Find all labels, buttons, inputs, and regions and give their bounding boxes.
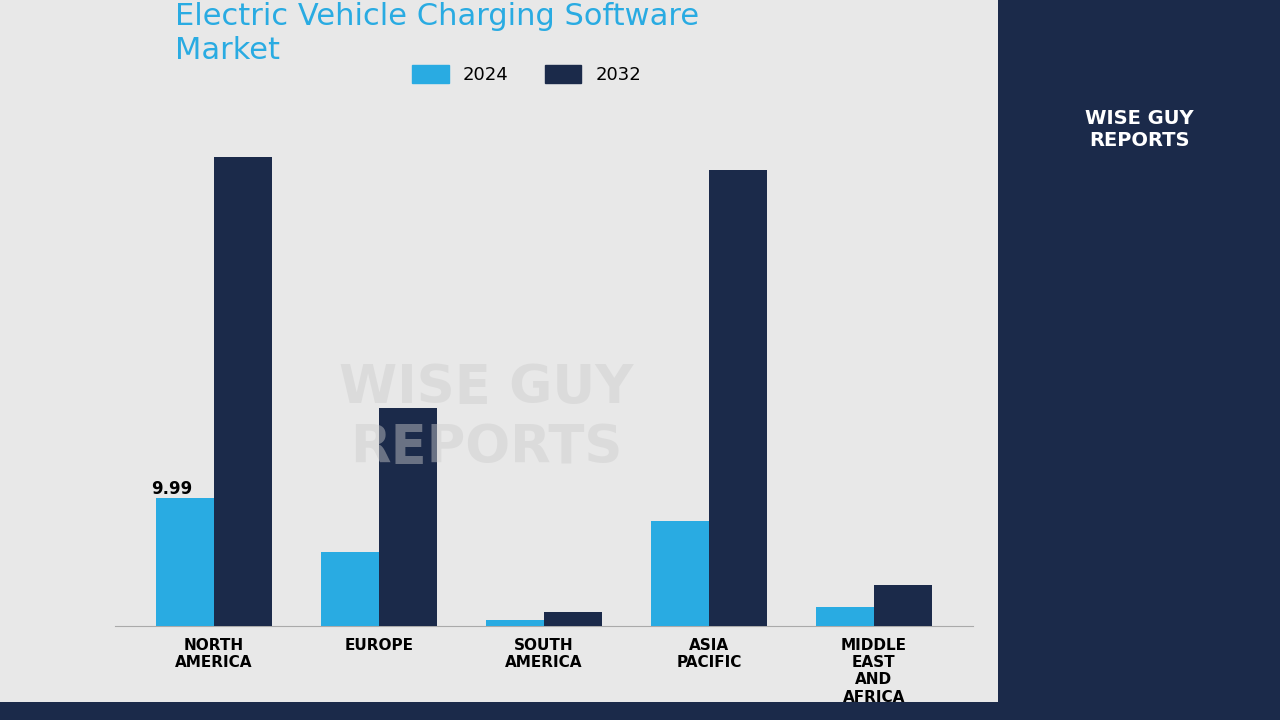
Bar — [321, 552, 379, 626]
Bar — [709, 170, 767, 626]
Bar — [214, 157, 271, 626]
Bar — [817, 607, 874, 626]
Bar — [156, 498, 214, 626]
Bar — [379, 408, 436, 626]
Text: WISE GUY
REPORTS: WISE GUY REPORTS — [339, 361, 634, 474]
Bar — [486, 620, 544, 626]
Text: Electric Vehicle Charging Software
Market: Electric Vehicle Charging Software Marke… — [175, 2, 699, 65]
Text: 9.99: 9.99 — [151, 480, 192, 498]
Bar — [652, 521, 709, 626]
Legend: 2024, 2032: 2024, 2032 — [406, 58, 649, 91]
Bar — [874, 585, 932, 626]
Bar — [544, 612, 602, 626]
Text: WISE GUY
REPORTS: WISE GUY REPORTS — [1085, 109, 1193, 150]
